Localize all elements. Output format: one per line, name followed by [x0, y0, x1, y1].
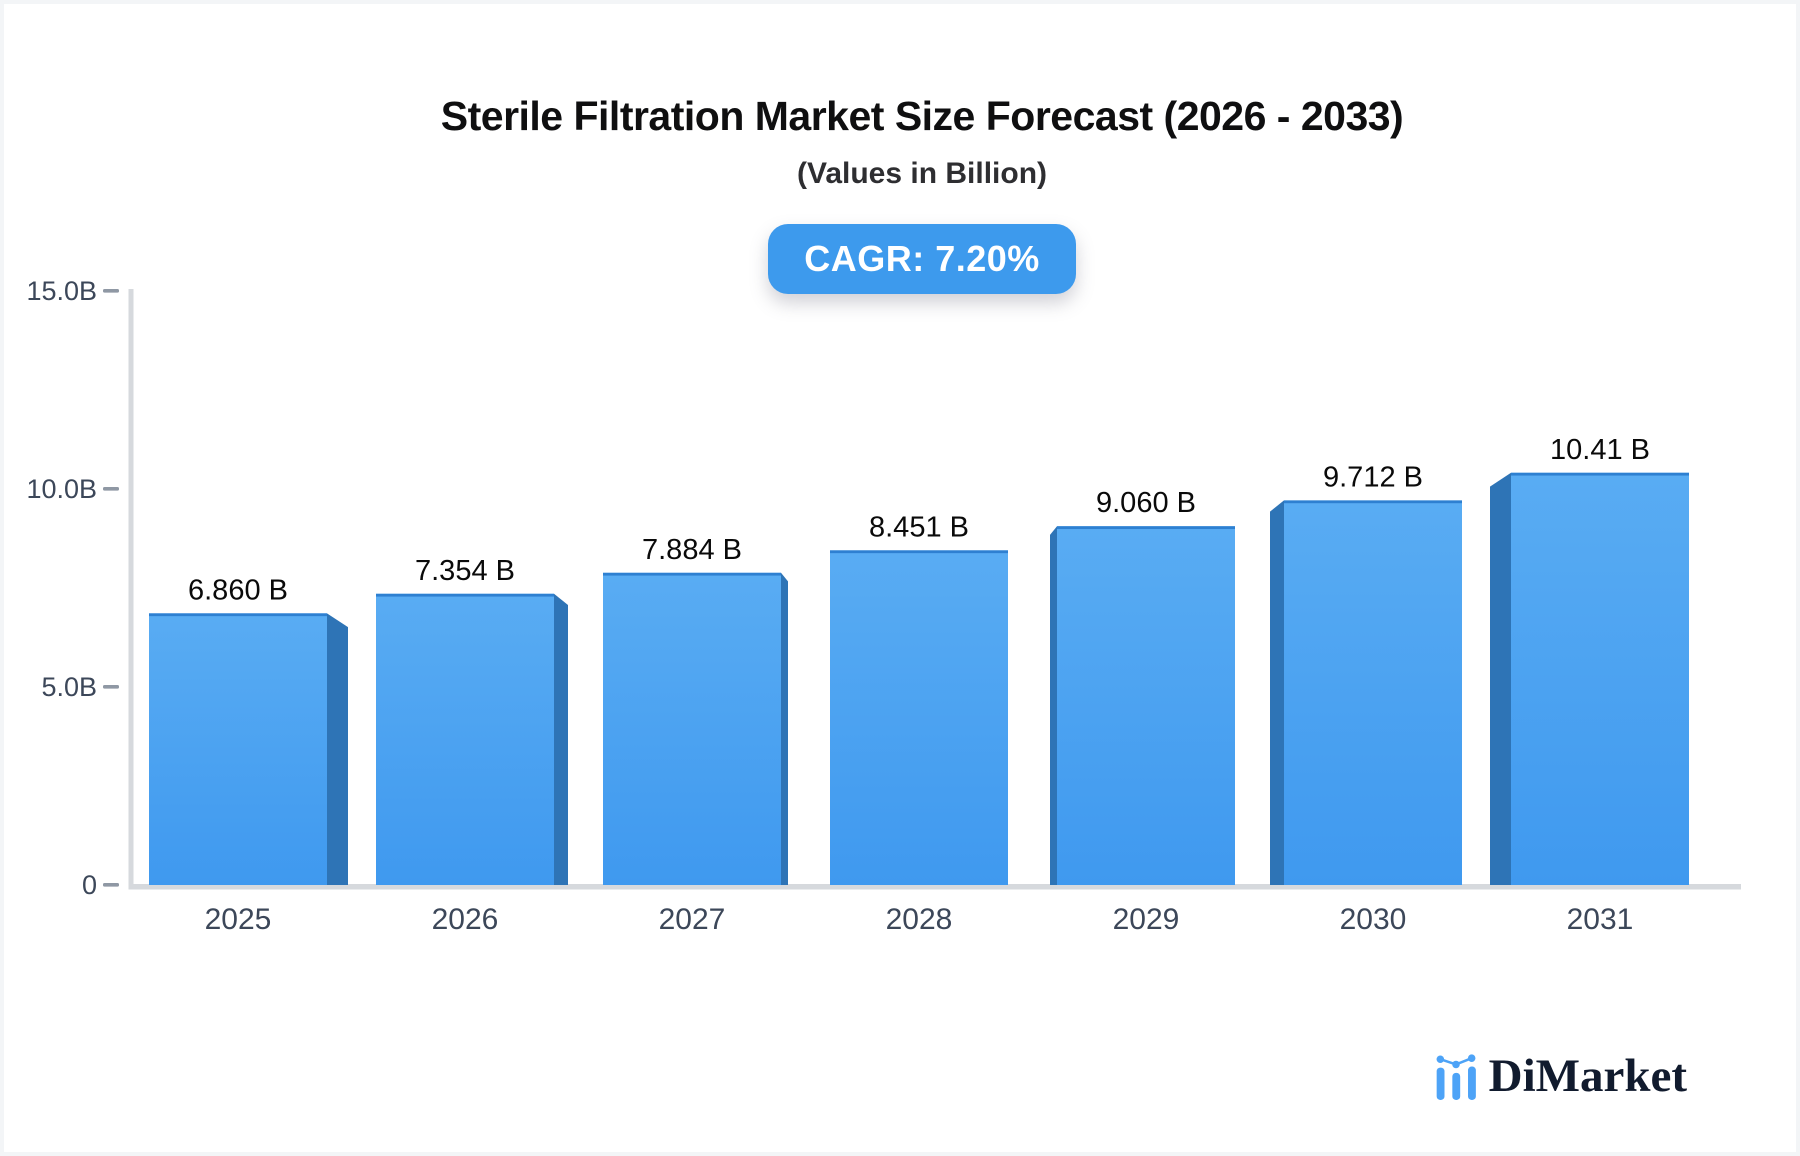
- bar: [1284, 500, 1462, 885]
- y-axis-label: 0: [82, 870, 97, 900]
- bar-side-face: [1490, 472, 1511, 885]
- bar-group-2026: 7.354 B 2026: [376, 555, 568, 936]
- x-axis-label: 2028: [886, 903, 953, 936]
- bar-side-face: [554, 593, 568, 885]
- x-axis-line: [128, 884, 1741, 890]
- x-axis-label: 2030: [1340, 903, 1407, 936]
- bar-group-2027: 7.884 B 2027: [603, 534, 788, 936]
- bar-top-edge: [1511, 472, 1689, 476]
- bar: [376, 593, 554, 885]
- y-axis-label: 5.0B: [41, 672, 97, 702]
- brand-logo-text: DiMarket: [1488, 1050, 1687, 1102]
- bar-top-edge: [830, 550, 1008, 554]
- bar-top-edge: [1284, 500, 1462, 504]
- bar-value-label: 10.41 B: [1550, 434, 1650, 466]
- x-axis-label: 2025: [205, 903, 272, 936]
- bar-top-edge: [1057, 526, 1235, 530]
- chart-subtitle: (Values in Billion): [796, 157, 1048, 191]
- bar-chart-logo-icon: [1436, 1053, 1476, 1100]
- bar-value-label: 9.060 B: [1096, 487, 1196, 519]
- x-axis-label: 2031: [1567, 903, 1634, 936]
- bar-side-face: [1270, 500, 1284, 885]
- bar-value-label: 9.712 B: [1323, 461, 1423, 493]
- brand-logo: DiMarket: [1435, 1053, 1687, 1100]
- y-axis-label: 15.0B: [26, 276, 97, 306]
- y-axis-tick: [103, 883, 119, 887]
- bar-value-label: 8.451 B: [869, 511, 969, 543]
- y-axis-tick: [103, 487, 119, 491]
- chart-header: Sterile Filtration Market Size Forecast …: [22, 0, 1800, 295]
- x-axis-label: 2027: [659, 903, 726, 936]
- y-axis-line: [128, 289, 134, 885]
- page-title: Sterile Filtration Market Size Forecast …: [440, 93, 1404, 139]
- bar-value-label: 6.860 B: [188, 574, 288, 606]
- bar-side-face: [781, 572, 788, 885]
- bar-top-edge: [603, 572, 781, 576]
- x-axis-label: 2026: [432, 903, 499, 936]
- y-axis-tick: [103, 685, 119, 689]
- bar-top-edge: [376, 593, 554, 597]
- bar-value-label: 7.884 B: [642, 534, 742, 566]
- bar: [603, 572, 781, 885]
- bar-group-2028: 8.451 B 2028: [830, 511, 1008, 936]
- bar-value-label: 7.354 B: [415, 555, 515, 587]
- bar-group-2031: 10.41 B 2031: [1490, 434, 1689, 936]
- bar-group-2030: 9.712 B 2030: [1270, 461, 1462, 936]
- bar-side-face: [327, 613, 348, 885]
- bar-group-2029: 9.060 B 2029: [1050, 487, 1235, 936]
- y-axis-label: 10.0B: [26, 474, 97, 504]
- bar: [830, 550, 1008, 885]
- bar-top-edge: [149, 613, 327, 617]
- bar: [1511, 472, 1689, 885]
- bar-group-2025: 6.860 B 2025: [149, 574, 348, 936]
- cagr-badge: CAGR: 7.20%: [768, 224, 1076, 295]
- bar: [1057, 526, 1235, 885]
- x-axis-label: 2029: [1113, 903, 1180, 936]
- bar: [149, 613, 327, 885]
- bar-side-face: [1050, 526, 1057, 885]
- y-axis-tick: [103, 289, 119, 293]
